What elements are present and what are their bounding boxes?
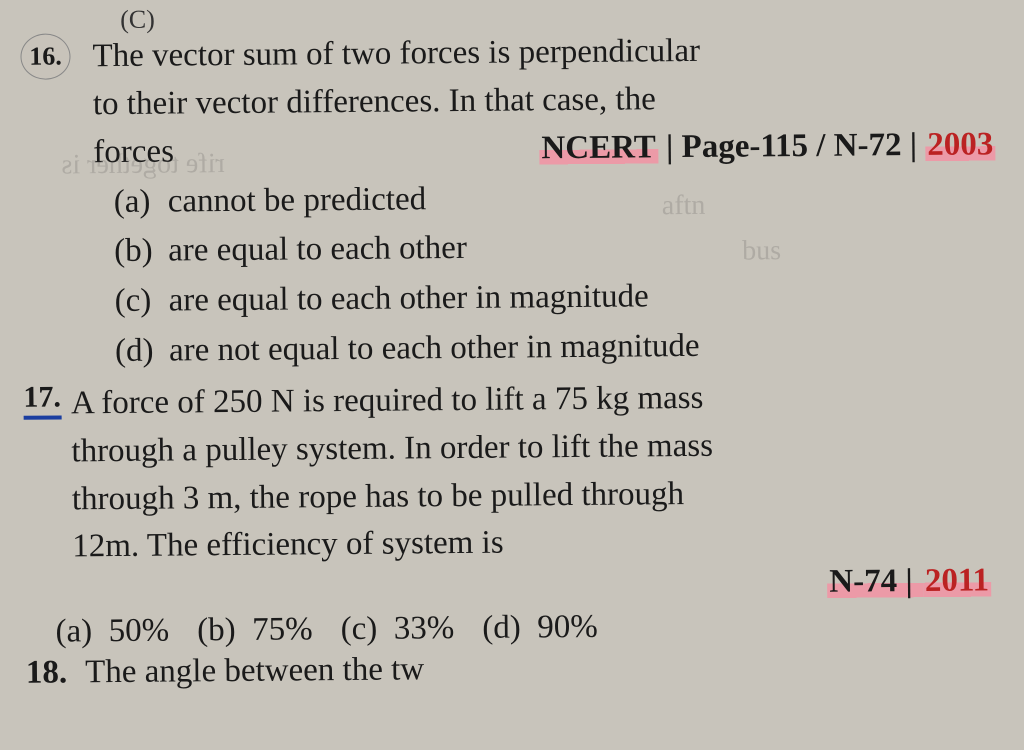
year-ref: 2003 xyxy=(925,126,995,163)
year-ref: 2011 xyxy=(923,563,991,600)
qnum17-label: 17. xyxy=(23,380,61,419)
q16-option-d: (d)are not equal to each other in magnit… xyxy=(115,320,997,376)
question-number-18: 18. xyxy=(26,654,86,692)
page-scan: aftn bus rife together is (C) 16. The ve… xyxy=(0,0,1024,750)
q17-option-a: (a) 50% xyxy=(55,613,169,651)
option-letter: (c) xyxy=(114,278,168,326)
q16-option-b: (b)are equal to each other xyxy=(114,221,996,277)
q17-reference: N-74 | 2011 xyxy=(827,558,991,607)
option-letter: (a) xyxy=(114,178,168,226)
option-text: 50% xyxy=(108,613,169,650)
option-letter: (d) xyxy=(115,328,169,376)
q17-line2: through a pulley system. In order to lif… xyxy=(71,420,998,476)
question-16: (C) 16. The vector sum of two forces is … xyxy=(20,0,997,377)
q17-option-b: (b) 75% xyxy=(197,611,313,649)
ghost-text: aftn xyxy=(662,190,706,222)
option-letter: (b) xyxy=(197,612,236,648)
q17-line3: through 3 m, the rope has to be pulled t… xyxy=(72,468,999,524)
q16-reference: NCERT | Page-115 / N-72 | 2003 xyxy=(539,121,995,173)
q17-line1: A force of 250 N is required to lift a 7… xyxy=(71,372,998,428)
qnum-label: 16. xyxy=(29,41,62,71)
question-18-partial: 18. The angle between the tw xyxy=(26,646,1000,691)
option-text: 75% xyxy=(252,611,313,648)
option-text: 90% xyxy=(537,609,598,646)
option-letter: (b) xyxy=(114,228,168,276)
question-17: 17. A force of 250 N is required to lift… xyxy=(23,372,999,651)
option-text: cannot be predicted xyxy=(168,181,427,219)
option-text: are not equal to each other in magnitude xyxy=(169,328,700,369)
q16-line1: The vector sum of two forces is perpendi… xyxy=(92,25,994,81)
ghost-text: bus xyxy=(742,235,781,267)
page-ref: N-74 | xyxy=(827,563,923,600)
option-text: 33% xyxy=(394,610,455,647)
q16-option-a: (a)cannot be predicted xyxy=(114,171,996,227)
q18-partial-text: The angle between the tw xyxy=(85,651,424,691)
option-letter: (d) xyxy=(482,610,521,646)
ncert-label: NCERT xyxy=(539,129,658,166)
ghost-text: rife together is xyxy=(61,148,225,181)
q16-option-c: (c)are equal to each other in magnitude xyxy=(114,271,996,327)
q17-option-d: (d) 90% xyxy=(482,609,598,647)
option-text: are equal to each other in magnitude xyxy=(168,279,648,319)
q17-option-c: (c) 33% xyxy=(340,610,454,648)
option-letter: (c) xyxy=(340,611,377,647)
question-number-17: 17. xyxy=(23,380,71,414)
option-text: are equal to each other xyxy=(168,230,467,269)
page-ref: | Page-115 / N-72 | xyxy=(658,127,926,165)
q16-line2: to their vector differences. In that cas… xyxy=(93,73,995,129)
question-number-16: 16. xyxy=(20,33,70,79)
q16-options: (a)cannot be predicted (b)are equal to e… xyxy=(22,171,998,377)
option-letter: (a) xyxy=(55,613,92,649)
q17-options: (a) 50% (b) 75% (c) 33% (d) 90% xyxy=(25,605,999,650)
